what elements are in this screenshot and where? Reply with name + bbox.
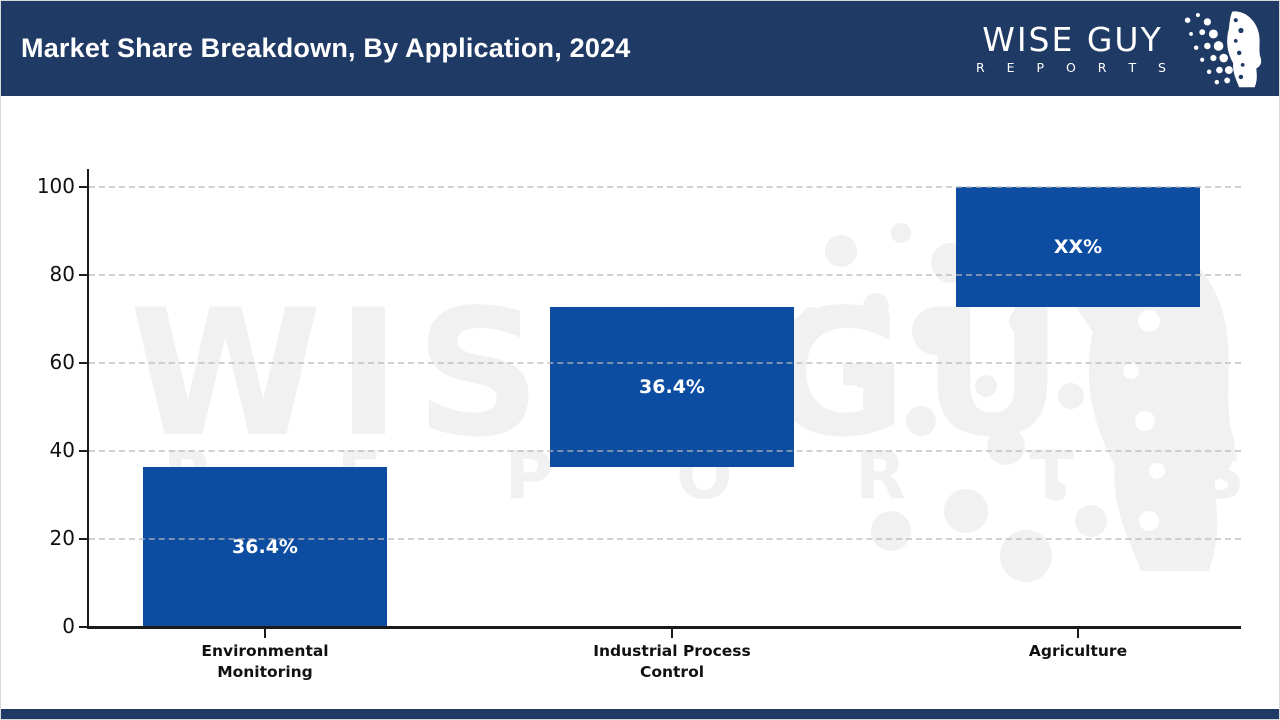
y-tick-label: 80 [49, 262, 75, 286]
bar-value-label: 36.4% [639, 375, 705, 398]
x-category-label-line: Environmental [201, 642, 329, 660]
bar [550, 306, 794, 467]
brand-subtitle: R E P O R T S [975, 59, 1175, 75]
y-tick-mark [79, 186, 88, 188]
y-tick-label: 100 [36, 174, 75, 198]
header-band: Market Share Breakdown, By Application, … [1, 1, 1279, 96]
brand-logo: WISE GUY R E P O R T S [970, 8, 1279, 90]
page-title: Market Share Breakdown, By Application, … [21, 33, 631, 63]
y-tick-label: 60 [49, 350, 75, 374]
x-axis-line [87, 626, 1241, 629]
y-tick-label: 0 [62, 614, 75, 638]
bar-value-label: 36.4% [232, 535, 298, 558]
y-tick-mark [79, 538, 88, 540]
dotted-face-icon [1184, 10, 1262, 87]
x-category-label: Industrial Process Control [512, 641, 832, 683]
y-tick-mark [79, 450, 88, 452]
gridline [89, 186, 1241, 188]
y-tick-mark [79, 626, 88, 628]
x-tick-mark [264, 629, 266, 638]
y-axis-line [87, 169, 89, 628]
x-category-label-line: Control [639, 663, 705, 681]
bar-value-label: XX% [1053, 235, 1103, 258]
gridline [89, 450, 1241, 452]
x-tick-mark [671, 629, 673, 638]
x-category-label: Environmental Monitoring [105, 641, 425, 683]
y-tick-mark [79, 362, 88, 364]
footer-band [1, 709, 1279, 719]
x-category-label-line: Monitoring [217, 663, 313, 681]
brand-logo-text: WISE GUY R E P O R T S [970, 23, 1175, 75]
bar [143, 466, 387, 627]
x-tick-mark [1077, 629, 1079, 638]
gridline [89, 538, 1241, 540]
x-category-label: Agriculture [918, 641, 1238, 662]
gridline [89, 274, 1241, 276]
y-tick-label: 20 [49, 526, 75, 550]
y-tick-label: 40 [49, 438, 75, 462]
y-tick-mark [79, 274, 88, 276]
x-category-label-line: Industrial Process [593, 642, 751, 660]
gridline [89, 362, 1241, 364]
x-category-label-line: Agriculture [1028, 642, 1128, 660]
brand-name: WISE GUY [982, 19, 1163, 59]
